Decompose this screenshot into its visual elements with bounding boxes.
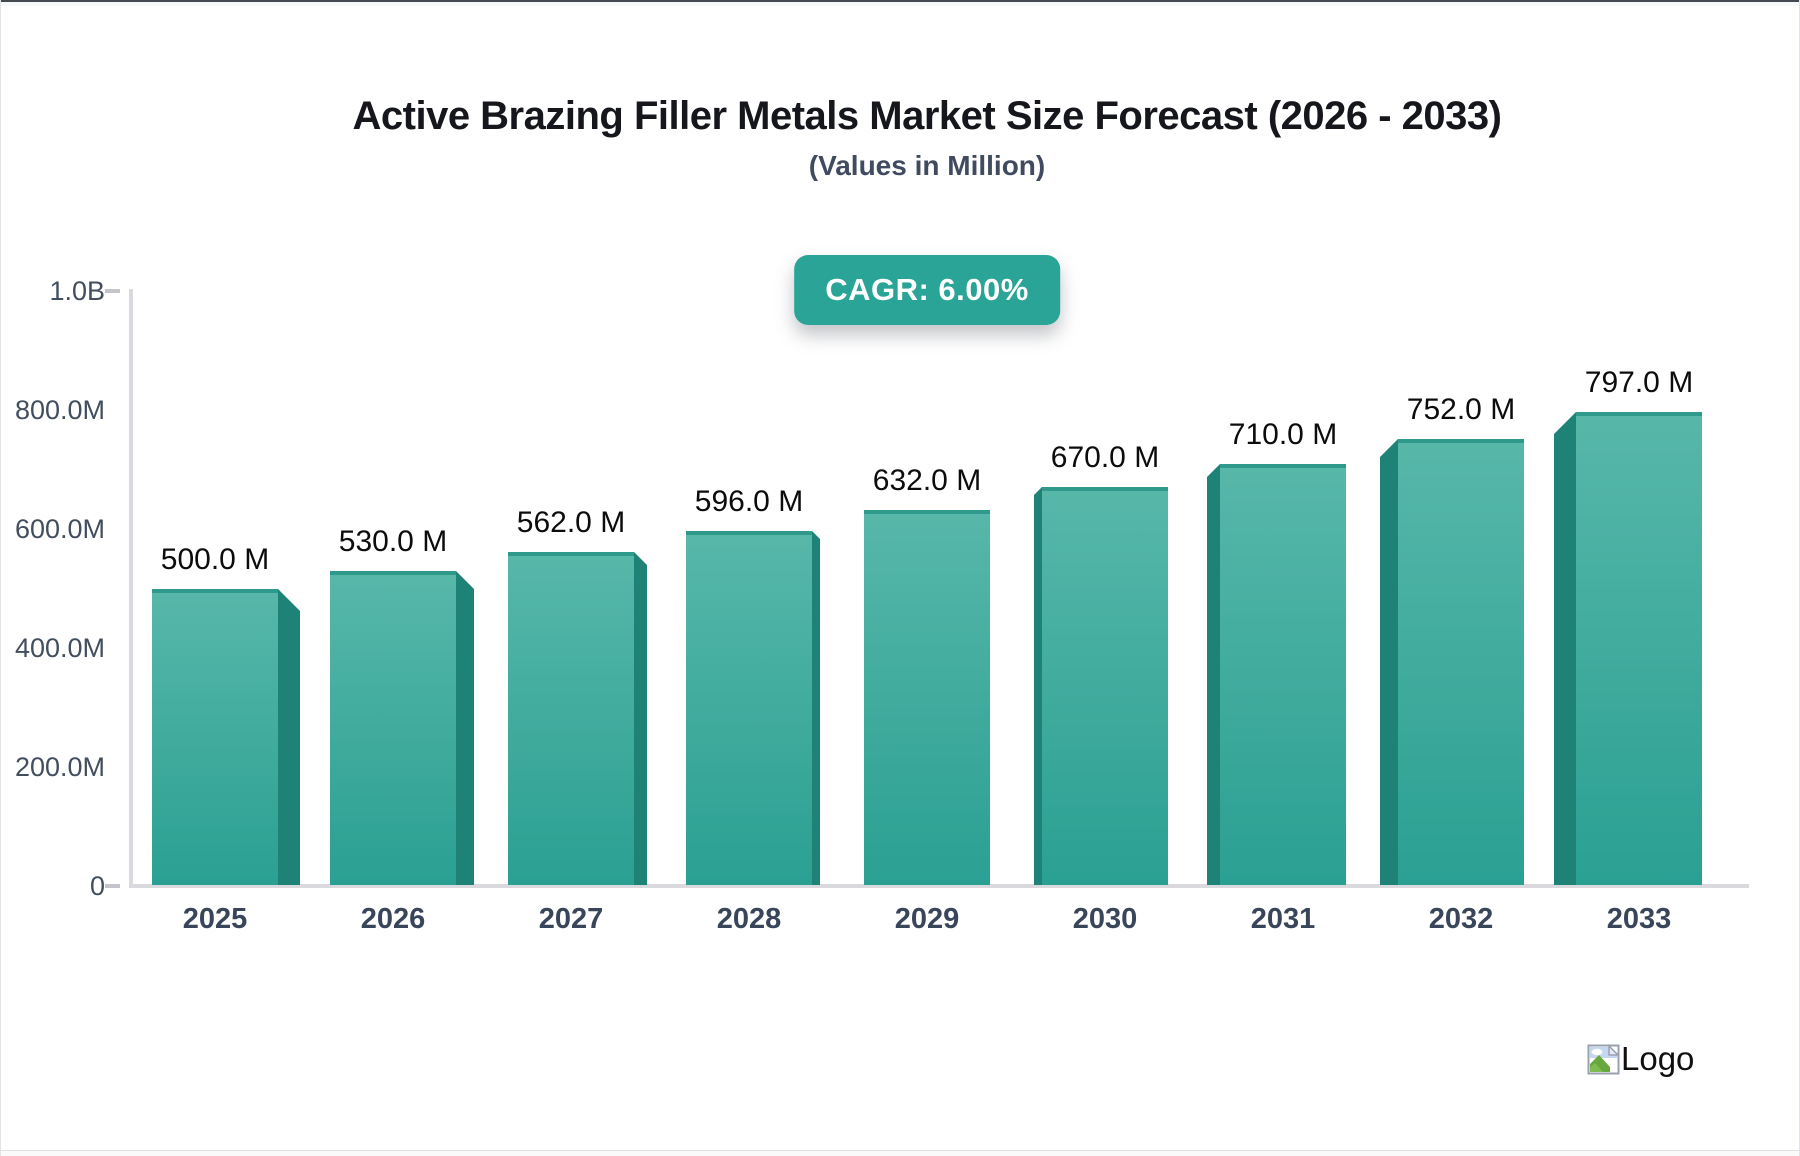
- logo: Logo: [1587, 1040, 1694, 1078]
- bar-2033: [1576, 412, 1702, 885]
- x-axis-line: [129, 884, 1749, 888]
- bar-2027: [508, 552, 634, 885]
- x-axis-label-2029: 2029: [894, 903, 960, 935]
- x-axis-label-2032: 2032: [1428, 903, 1494, 935]
- bar-value-label: 596.0 M: [694, 485, 804, 518]
- bar-3d-side: [456, 571, 474, 885]
- y-axis-tick-label: 200.0M: [14, 752, 105, 782]
- bar-3d-side: [278, 589, 300, 885]
- bar-3d-side: [1207, 464, 1220, 885]
- bottom-border: [1, 1150, 1799, 1156]
- y-axis-tick-label: 800.0M: [14, 395, 105, 425]
- bar-value-label: 500.0 M: [160, 543, 270, 576]
- bar-2030: [1042, 487, 1168, 885]
- bar-3d-side: [812, 531, 820, 885]
- bar-2031: [1220, 464, 1346, 885]
- y-axis-tick-label: 600.0M: [14, 514, 105, 544]
- chart-subtitle: (Values in Million): [808, 150, 1046, 181]
- bar-value-label: 710.0 M: [1228, 418, 1338, 451]
- x-axis-label-2027: 2027: [538, 903, 604, 935]
- y-axis-tick-label: 1.0B: [49, 276, 105, 306]
- bar-value-label: 530.0 M: [338, 525, 448, 558]
- top-border: [1, 0, 1799, 6]
- bar-value-label: 670.0 M: [1050, 441, 1160, 474]
- bar-2026: [330, 571, 456, 885]
- bar-2029: [864, 510, 990, 885]
- y-axis-tick-label: 0: [89, 871, 105, 901]
- bar-3d-side: [1380, 439, 1398, 885]
- bar-2025: [152, 589, 278, 885]
- bar-2032: [1398, 439, 1524, 885]
- bar-value-label: 632.0 M: [872, 464, 982, 497]
- y-axis-tick-mark: [105, 289, 120, 293]
- x-axis-label-2025: 2025: [182, 903, 248, 935]
- y-axis-line: [129, 289, 133, 888]
- x-axis-label-2033: 2033: [1606, 903, 1672, 935]
- x-axis-label-2031: 2031: [1250, 903, 1316, 935]
- bar-value-label: 797.0 M: [1584, 366, 1694, 399]
- logo-alt-text: Logo: [1621, 1040, 1695, 1077]
- y-axis-tick-mark: [105, 884, 120, 888]
- cagr-badge: CAGR: 6.00%: [794, 255, 1060, 325]
- bar-3d-side: [634, 552, 647, 885]
- bar-3d-side: [1554, 412, 1576, 885]
- bar-3d-side: [1034, 487, 1042, 885]
- bar-2028: [686, 531, 812, 885]
- x-axis-label-2028: 2028: [716, 903, 782, 935]
- bar-value-label: 752.0 M: [1406, 393, 1516, 426]
- broken-image-icon: [1587, 1043, 1620, 1074]
- y-axis-tick-label: 400.0M: [14, 633, 105, 663]
- bar-value-label: 562.0 M: [516, 506, 626, 539]
- x-axis-label-2030: 2030: [1072, 903, 1138, 935]
- x-axis-label-2026: 2026: [360, 903, 426, 935]
- chart-title: Active Brazing Filler Metals Market Size…: [352, 94, 1503, 138]
